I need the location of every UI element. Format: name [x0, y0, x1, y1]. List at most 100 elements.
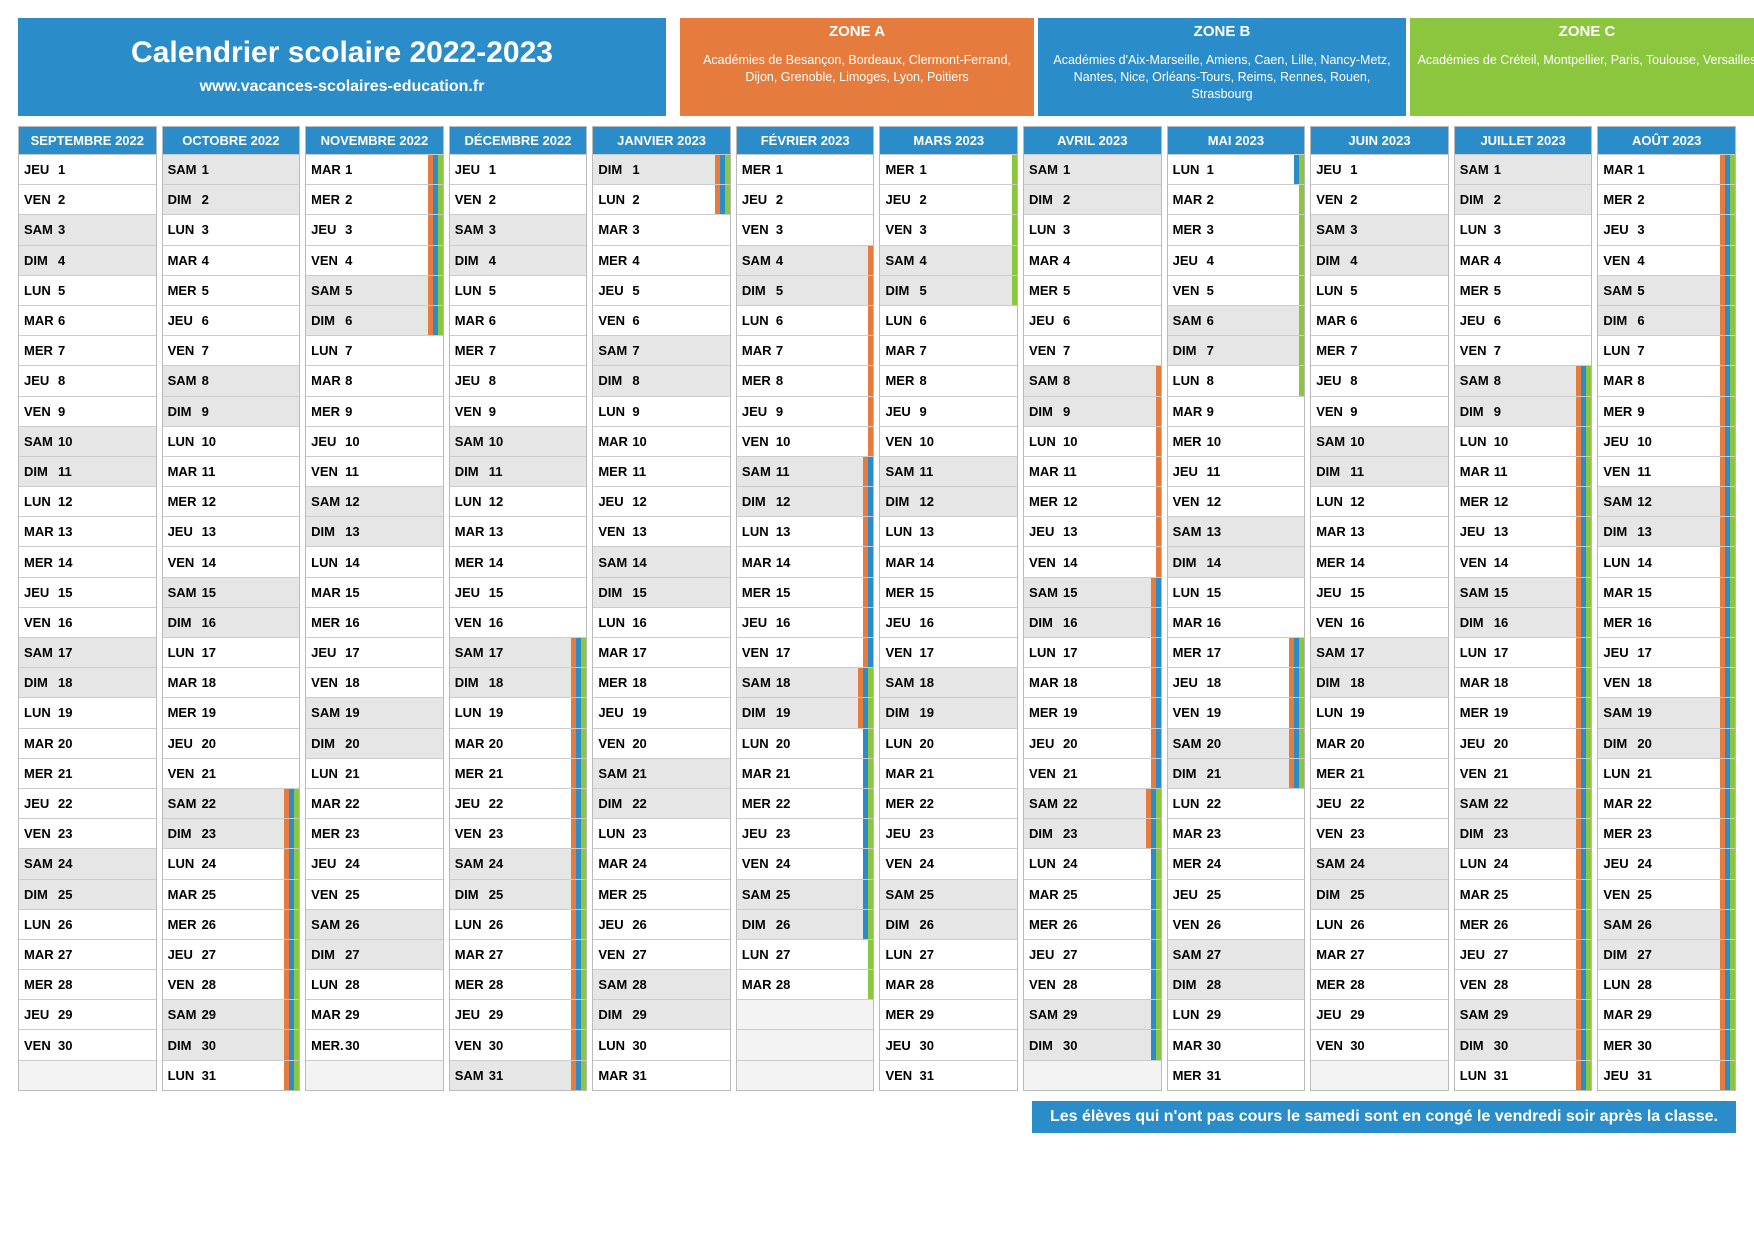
- day-of-week: DIM: [1173, 977, 1207, 992]
- stripe-zone-c: [581, 910, 586, 939]
- day-of-week: JEU: [24, 373, 58, 388]
- day-number: 29: [1063, 1007, 1077, 1022]
- day-of-week: LUN: [1460, 856, 1494, 871]
- vacation-stripes: [1720, 910, 1735, 939]
- day-of-week: VEN: [1316, 192, 1350, 207]
- day-of-week: LUN: [311, 766, 345, 781]
- day-of-week: SAM: [311, 494, 345, 509]
- day-of-week: MER: [311, 826, 345, 841]
- day-number: 11: [1494, 464, 1508, 479]
- day-of-week: SAM: [168, 373, 202, 388]
- day-of-week: DIM: [1316, 675, 1350, 690]
- month-header: AVRIL 2023: [1024, 127, 1161, 154]
- day-number: 1: [58, 162, 65, 177]
- day-number: 20: [1637, 736, 1651, 751]
- stripe-zone-c: [1730, 215, 1735, 244]
- day-of-week: JEU: [1029, 313, 1063, 328]
- day-cell: SAM3: [450, 214, 587, 244]
- day-number: 5: [345, 283, 352, 298]
- vacation-stripes: [1151, 1030, 1161, 1059]
- day-cell: LUN26: [19, 909, 156, 939]
- day-number: 6: [632, 313, 639, 328]
- stripe-zone-c: [581, 880, 586, 909]
- vacation-stripes: [1576, 698, 1591, 727]
- day-number: 4: [776, 253, 783, 268]
- vacation-stripes: [571, 729, 586, 758]
- stripe-zone-c: [1586, 578, 1591, 607]
- day-of-week: MAR: [885, 343, 919, 358]
- stripe-zone-c: [1299, 698, 1304, 727]
- day-cell: VEN11: [306, 456, 443, 486]
- day-cell: SAM25: [880, 879, 1017, 909]
- month-column: AOÛT 2023MAR1MER2JEU3VEN4SAM5DIM6LUN7MAR…: [1597, 126, 1736, 1091]
- stripe-zone-c: [1730, 155, 1735, 184]
- day-of-week: MER: [1173, 222, 1207, 237]
- day-number: 5: [919, 283, 926, 298]
- day-number: 26: [1350, 917, 1364, 932]
- day-cell: SAM19: [306, 697, 443, 727]
- footer-note: Les élèves qui n'ont pas cours le samedi…: [1032, 1101, 1736, 1133]
- day-number: 12: [1494, 494, 1508, 509]
- day-number: 3: [1063, 222, 1070, 237]
- stripe-zone-a: [1156, 517, 1161, 546]
- day-number: 18: [489, 675, 503, 690]
- vacation-stripes: [428, 215, 443, 244]
- day-number: 11: [202, 464, 216, 479]
- day-cell: SAM15: [1455, 577, 1592, 607]
- vacation-stripes: [428, 276, 443, 305]
- day-number: 17: [1350, 645, 1364, 660]
- vacation-stripes: [1720, 819, 1735, 848]
- day-number: 1: [202, 162, 209, 177]
- day-of-week: VEN: [1173, 705, 1207, 720]
- day-number: 9: [489, 404, 496, 419]
- day-of-week: VEN: [168, 343, 202, 358]
- day-of-week: VEN: [311, 464, 345, 479]
- day-of-week: VEN: [24, 404, 58, 419]
- day-number: 17: [489, 645, 503, 660]
- day-cell: VEN19: [1168, 697, 1305, 727]
- vacation-stripes: [1720, 427, 1735, 456]
- day-of-week: MER: [885, 796, 919, 811]
- day-number: 23: [1494, 826, 1508, 841]
- day-number: 30: [202, 1038, 216, 1053]
- day-of-week: MER: [1460, 283, 1494, 298]
- day-of-week: MAR: [1173, 404, 1207, 419]
- day-number: 7: [345, 343, 352, 358]
- vacation-stripes: [863, 880, 873, 909]
- day-of-week: DIM: [311, 947, 345, 962]
- day-of-week: JEU: [1603, 856, 1637, 871]
- day-number: 12: [1637, 494, 1651, 509]
- day-of-week: DIM: [598, 796, 632, 811]
- day-cell: DIM25: [19, 879, 156, 909]
- day-cell: MAR13: [1311, 516, 1448, 546]
- day-cell: MER12: [1455, 486, 1592, 516]
- day-cell: MAR21: [880, 758, 1017, 788]
- day-cell: MAR4: [1024, 245, 1161, 275]
- day-cell: DIM28: [1168, 969, 1305, 999]
- day-of-week: DIM: [1029, 1038, 1063, 1053]
- stripe-zone-c: [1299, 185, 1304, 214]
- day-cell: DIM11: [1311, 456, 1448, 486]
- day-cell: DIM5: [880, 275, 1017, 305]
- day-of-week: SAM: [1173, 524, 1207, 539]
- stripe-zone-c: [1156, 819, 1161, 848]
- day-cell: VEN31: [880, 1060, 1017, 1090]
- zone-c: ZONE CAcadémies de Créteil, Montpellier,…: [1410, 18, 1754, 116]
- vacation-stripes: [1720, 215, 1735, 244]
- stripe-zone-c: [581, 698, 586, 727]
- day-cell: DIM18: [19, 667, 156, 697]
- stripe-zone-c: [581, 759, 586, 788]
- day-of-week: VEN: [24, 1038, 58, 1053]
- day-number: 19: [489, 705, 503, 720]
- day-of-week: MAR: [1603, 373, 1637, 388]
- day-number: 5: [1494, 283, 1501, 298]
- day-cell: SAM24: [450, 848, 587, 878]
- day-cell: LUN14: [306, 546, 443, 576]
- day-number: 2: [58, 192, 65, 207]
- stripe-zone-c: [868, 668, 873, 697]
- day-of-week: SAM: [885, 464, 919, 479]
- stripe-zone-c: [1299, 276, 1304, 305]
- vacation-stripes: [1720, 457, 1735, 486]
- day-cell: LUN6: [880, 305, 1017, 335]
- day-cell: SAM8: [1455, 365, 1592, 395]
